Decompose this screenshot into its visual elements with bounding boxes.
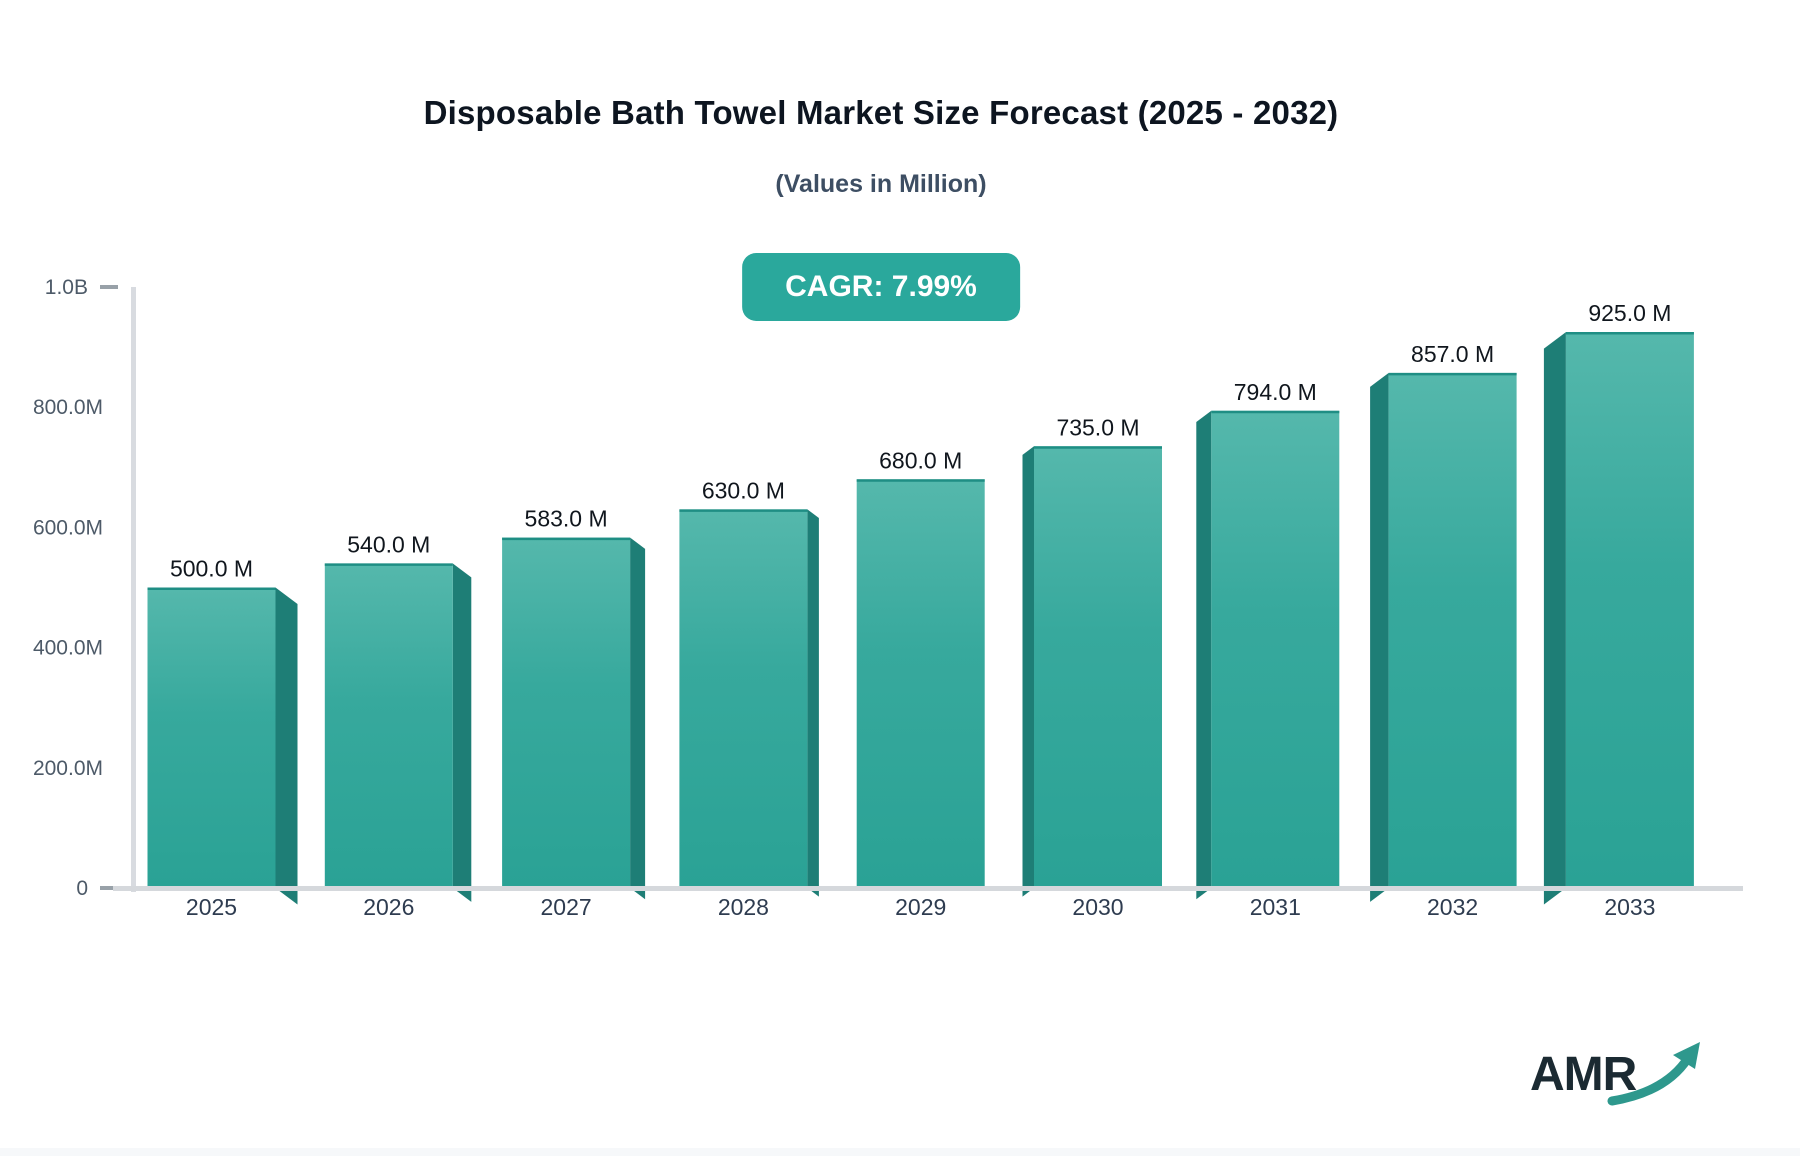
bar-front-face — [856, 479, 985, 888]
bar-value-label: 794.0 M — [1234, 379, 1317, 405]
x-tick-label: 2028 — [718, 894, 769, 920]
bar-value-label: 583.0 M — [525, 506, 608, 532]
bar-front-face — [1565, 332, 1694, 888]
bar-2031 — [1196, 410, 1340, 900]
y-tick-label: 600.0M — [33, 516, 103, 539]
y-tick-label: 1.0B — [45, 276, 88, 299]
bar-front-face — [1034, 446, 1162, 888]
bar-side-face — [1196, 410, 1212, 900]
bar-front-face — [1211, 410, 1340, 888]
x-axis-baseline — [113, 886, 1743, 891]
bar-side-face — [1370, 372, 1389, 902]
bar-value-label: 925.0 M — [1588, 300, 1671, 326]
labels-layer: 1.0B 800.0M 600.0M 400.0M 200.0M 0 500.0 M 2025… — [33, 276, 1672, 920]
bar-side-face — [630, 537, 646, 900]
bar-2027 — [502, 537, 646, 900]
bar-side-face — [275, 587, 298, 905]
bar-2033 — [1543, 332, 1694, 905]
footer-strip — [0, 1148, 1800, 1156]
bar-side-face — [1022, 446, 1034, 897]
y-tick-label: 0 — [76, 877, 88, 900]
bar-side-face — [452, 563, 472, 902]
bar-value-label: 735.0 M — [1056, 414, 1139, 440]
bar-front-face — [679, 509, 808, 888]
bar-2032 — [1370, 372, 1517, 902]
bar-value-label: 680.0 M — [879, 447, 962, 473]
bar-2026 — [324, 563, 472, 902]
bar-front-face — [1388, 372, 1517, 888]
x-tick-label: 2031 — [1250, 894, 1301, 920]
y-tick-label: 800.0M — [33, 396, 103, 419]
bar-value-label: 500.0 M — [170, 556, 253, 582]
y-tick-label: 200.0M — [33, 757, 103, 780]
bar-value-label: 857.0 M — [1411, 341, 1494, 367]
bar-2030 — [1022, 446, 1162, 897]
x-tick-label: 2029 — [895, 894, 946, 920]
growth-arrow-icon — [1607, 1042, 1700, 1106]
baseline-layer — [113, 886, 1743, 891]
x-tick-label: 2027 — [541, 894, 592, 920]
chart-title: Disposable Bath Towel Market Size Foreca… — [423, 94, 1339, 131]
bar-value-label: 630.0 M — [702, 477, 785, 503]
bar-front-face — [147, 587, 276, 888]
bars-layer — [147, 332, 1694, 905]
bar-2029 — [856, 479, 985, 888]
x-tick-label: 2025 — [186, 894, 237, 920]
cagr-badge: CAGR: 7.99% — [742, 253, 1020, 321]
logo: AMR — [1530, 1042, 1700, 1106]
bar-2028 — [679, 509, 819, 897]
bar-front-face — [502, 537, 631, 888]
bar-value-label: 540.0 M — [347, 531, 430, 557]
y-axis-line — [131, 287, 136, 892]
y-tick-dash — [100, 285, 118, 289]
logo-text: AMR — [1530, 1048, 1637, 1101]
x-tick-label: 2026 — [363, 894, 414, 920]
x-tick-label: 2032 — [1427, 894, 1478, 920]
bar-side-face — [1543, 332, 1566, 905]
x-tick-label: 2033 — [1604, 894, 1655, 920]
chart-subtitle: (Values in Million) — [775, 170, 987, 198]
bar-side-face — [807, 509, 819, 897]
y-tick-label: 400.0M — [33, 637, 103, 660]
y-tick-dash — [100, 886, 118, 890]
x-tick-label: 2030 — [1072, 894, 1123, 920]
bar-front-face — [324, 563, 453, 888]
bar-2025 — [147, 587, 298, 905]
axis-layer — [100, 285, 136, 892]
